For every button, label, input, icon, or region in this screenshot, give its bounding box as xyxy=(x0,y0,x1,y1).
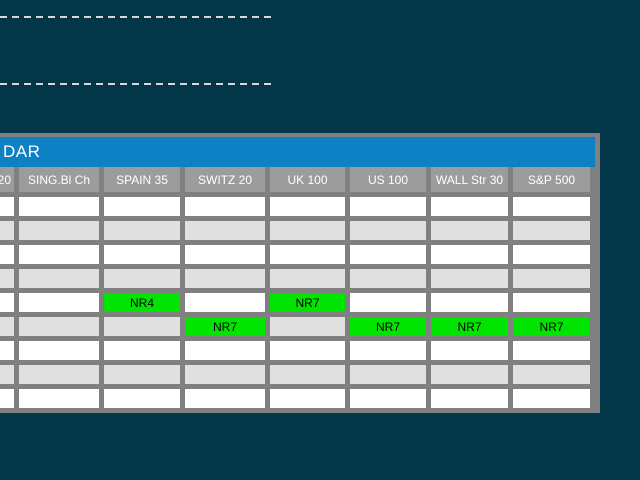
table-cell xyxy=(0,317,14,336)
table-cell xyxy=(350,245,426,264)
table-cell xyxy=(19,317,99,336)
table-cell xyxy=(270,221,345,240)
table-cell xyxy=(513,341,590,360)
table-cell xyxy=(19,269,99,288)
table-cell xyxy=(0,197,14,216)
table-cell xyxy=(19,389,99,408)
column-header-s-p-500: S&P 500 xyxy=(513,167,590,192)
table-cell xyxy=(185,245,265,264)
signal-radar-panel: DAR 20 SING.Bl Ch SPAIN 35 SWITZ 20 UK 100 US… xyxy=(0,133,600,413)
table-cell xyxy=(104,269,180,288)
table-cell xyxy=(0,269,14,288)
table-cell xyxy=(104,317,180,336)
table-cell xyxy=(431,245,508,264)
table-cell xyxy=(19,245,99,264)
table-cell xyxy=(104,221,180,240)
signal-cell-nr7: NR7 xyxy=(431,317,508,336)
table-cell xyxy=(270,365,345,384)
column-header-20: 20 xyxy=(0,167,14,192)
signals-table: 20 SING.Bl Ch SPAIN 35 SWITZ 20 UK 100 US 100… xyxy=(0,167,595,408)
column-header-switz-20: SWITZ 20 xyxy=(185,167,265,192)
table-cell xyxy=(19,221,99,240)
table-cell xyxy=(431,341,508,360)
table-cell xyxy=(350,293,426,312)
signal-cell-nr4: NR4 xyxy=(104,293,180,312)
table-cell xyxy=(19,365,99,384)
table-cell xyxy=(185,293,265,312)
table-cell xyxy=(19,293,99,312)
table-cell xyxy=(431,269,508,288)
dashed-level-line-lower xyxy=(0,83,272,85)
table-cell xyxy=(0,365,14,384)
table-cell xyxy=(0,245,14,264)
table-cell xyxy=(104,365,180,384)
table-cell xyxy=(270,245,345,264)
table-cell xyxy=(185,341,265,360)
table-cell xyxy=(104,341,180,360)
signal-cell-nr7: NR7 xyxy=(270,293,345,312)
table-cell xyxy=(185,389,265,408)
table-cell xyxy=(270,317,345,336)
table-cell xyxy=(431,221,508,240)
table-cell xyxy=(431,197,508,216)
signal-cell-nr7: NR7 xyxy=(185,317,265,336)
table-cell xyxy=(513,221,590,240)
table-cell xyxy=(0,389,14,408)
table-cell xyxy=(513,293,590,312)
table-cell xyxy=(0,293,14,312)
signal-cell-nr7: NR7 xyxy=(350,317,426,336)
table-cell xyxy=(513,197,590,216)
table-cell xyxy=(270,389,345,408)
table-cell xyxy=(513,389,590,408)
table-cell xyxy=(104,245,180,264)
table-cell xyxy=(185,269,265,288)
table-cell xyxy=(104,197,180,216)
column-header-uk-100: UK 100 xyxy=(270,167,345,192)
table-cell xyxy=(350,341,426,360)
table-cell xyxy=(270,269,345,288)
table-cell xyxy=(513,365,590,384)
table-cell xyxy=(185,365,265,384)
table-cell xyxy=(431,365,508,384)
table-cell xyxy=(431,293,508,312)
table-cell xyxy=(350,221,426,240)
table-cell xyxy=(431,389,508,408)
table-cell xyxy=(513,245,590,264)
table-cell xyxy=(185,221,265,240)
table-cell xyxy=(350,197,426,216)
column-header-spain-35: SPAIN 35 xyxy=(104,167,180,192)
column-header-wall-str-30: WALL Str 30 xyxy=(431,167,508,192)
column-header-us-100: US 100 xyxy=(350,167,426,192)
table-cell xyxy=(513,269,590,288)
table-cell xyxy=(19,341,99,360)
signal-cell-nr7: NR7 xyxy=(513,317,590,336)
panel-title-bar: DAR xyxy=(0,137,595,167)
table-cell xyxy=(104,389,180,408)
table-cell xyxy=(0,341,14,360)
table-cell xyxy=(350,389,426,408)
table-cell xyxy=(185,197,265,216)
table-cell xyxy=(19,197,99,216)
table-cell xyxy=(350,365,426,384)
dashed-level-line-upper xyxy=(0,16,272,18)
table-cell xyxy=(0,221,14,240)
column-header-sing-bl-ch: SING.Bl Ch xyxy=(19,167,99,192)
panel-title: DAR xyxy=(3,142,41,161)
table-cell xyxy=(270,197,345,216)
table-cell xyxy=(270,341,345,360)
table-cell xyxy=(350,269,426,288)
